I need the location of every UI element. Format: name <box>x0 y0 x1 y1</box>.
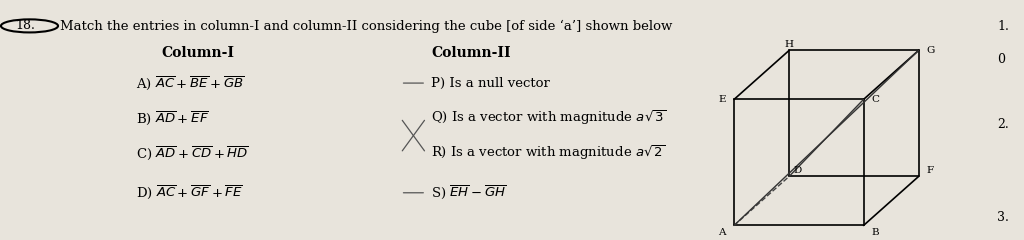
Text: Q) Is a vector with magnitude $a\sqrt{3}$: Q) Is a vector with magnitude $a\sqrt{3}… <box>431 109 667 127</box>
Text: S) $\overline{EH}-\overline{GH}$: S) $\overline{EH}-\overline{GH}$ <box>431 184 507 201</box>
Text: D: D <box>794 166 802 174</box>
Text: 3.: 3. <box>997 211 1009 224</box>
Text: B: B <box>871 228 880 237</box>
Text: R) Is a vector with magnitude $a\sqrt{2}$: R) Is a vector with magnitude $a\sqrt{2}… <box>431 144 666 162</box>
Text: 2.: 2. <box>997 118 1009 131</box>
Text: 1.: 1. <box>997 20 1009 33</box>
Text: B) $\overline{AD}+\overline{EF}$: B) $\overline{AD}+\overline{EF}$ <box>135 109 208 127</box>
Text: Match the entries in column-I and column-II considering the cube [of side ‘a’] s: Match the entries in column-I and column… <box>60 19 673 32</box>
Text: A) $\overline{AC}+\overline{BE}+\overline{GB}$: A) $\overline{AC}+\overline{BE}+\overlin… <box>135 74 244 92</box>
Text: P) Is a null vector: P) Is a null vector <box>431 77 550 90</box>
Text: F: F <box>927 166 934 174</box>
Text: A: A <box>719 228 726 237</box>
Text: D) $\overline{AC}+\overline{GF}+\overline{FE}$: D) $\overline{AC}+\overline{GF}+\overlin… <box>135 184 243 201</box>
Text: Column-II: Column-II <box>431 46 511 60</box>
Text: 0: 0 <box>997 53 1006 66</box>
Text: E: E <box>719 95 726 104</box>
Text: G: G <box>927 46 935 55</box>
Text: C) $\overline{AD}+\overline{CD}+\overline{HD}$: C) $\overline{AD}+\overline{CD}+\overlin… <box>135 144 249 162</box>
Text: H: H <box>784 40 794 48</box>
Text: C: C <box>871 95 880 104</box>
Text: Column-I: Column-I <box>161 46 234 60</box>
Text: 18.: 18. <box>15 19 36 32</box>
